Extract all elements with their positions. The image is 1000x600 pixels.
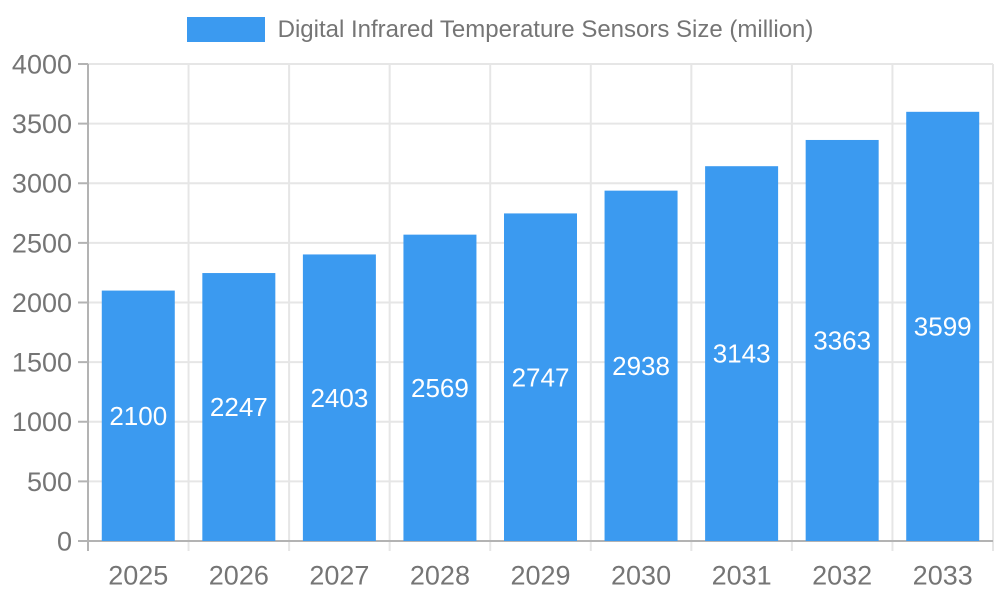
y-tick-label: 3000	[12, 169, 72, 199]
x-tick-label: 2027	[309, 560, 369, 590]
chart-legend: Digital Infrared Temperature Sensors Siz…	[0, 17, 1000, 42]
bar-value-label: 2100	[109, 401, 167, 431]
bar-value-label: 2569	[411, 373, 469, 403]
legend-swatch	[186, 17, 265, 42]
x-tick-label: 2030	[611, 560, 671, 590]
bar-2033[interactable]	[906, 111, 980, 542]
bar-2026[interactable]	[202, 273, 276, 541]
y-tick-label: 2500	[12, 228, 72, 258]
bar-2032[interactable]	[805, 139, 879, 541]
bar-2025[interactable]	[101, 290, 175, 541]
y-tick-label: 4000	[12, 49, 72, 79]
x-tick-label: 2033	[913, 560, 973, 590]
y-tick-label: 3500	[12, 109, 72, 139]
x-tick-label: 2026	[209, 560, 269, 590]
bar-2031[interactable]	[705, 166, 779, 541]
bar-2029[interactable]	[504, 213, 577, 541]
legend-label: Digital Infrared Temperature Sensors Siz…	[277, 16, 814, 43]
x-tick-label: 2025	[108, 560, 168, 590]
y-tick-label: 1000	[12, 407, 72, 437]
bar-value-label: 3599	[914, 312, 972, 342]
bar-value-label: 3143	[713, 339, 771, 369]
legend-item[interactable]: Digital Infrared Temperature Sensors Siz…	[186, 16, 814, 43]
bar-value-label: 2247	[210, 392, 268, 422]
bar-value-label: 3363	[813, 326, 871, 356]
x-tick-label: 2031	[712, 560, 772, 590]
y-tick-label: 500	[27, 467, 72, 497]
bar-2028[interactable]	[403, 234, 477, 542]
y-tick-label: 1500	[12, 348, 72, 378]
bar-value-label: 2403	[310, 383, 368, 413]
x-tick-label: 2032	[812, 560, 872, 590]
x-tick-label: 2028	[410, 560, 470, 590]
y-tick-label: 2000	[12, 288, 72, 318]
y-tick-label: 0	[57, 526, 72, 556]
bar-2030[interactable]	[604, 190, 678, 541]
bar-value-label: 2747	[512, 362, 570, 392]
x-tick-label: 2029	[510, 560, 570, 590]
bar-2027[interactable]	[302, 254, 376, 541]
bar-value-label: 2938	[612, 351, 670, 381]
